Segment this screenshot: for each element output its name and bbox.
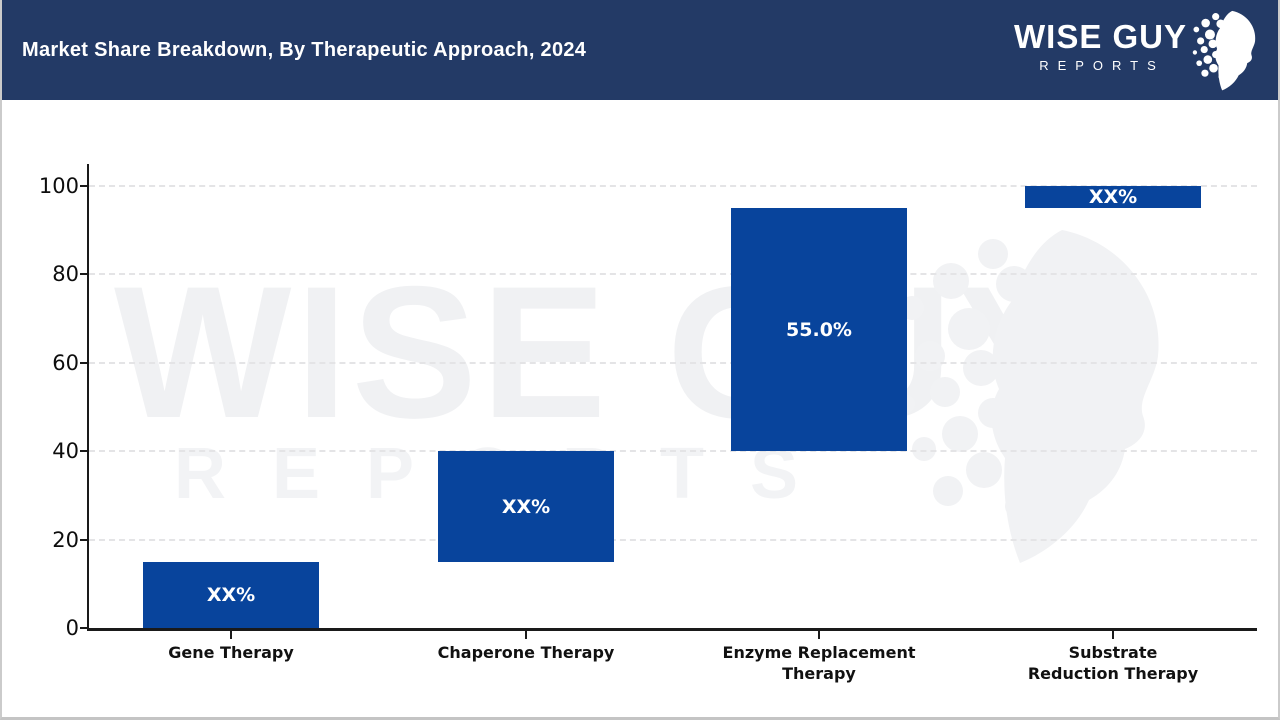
gridline-60 xyxy=(89,362,1257,364)
logo-wordmark: WISE GUY xyxy=(1014,18,1188,55)
y-tick-label-100: 100 xyxy=(38,174,79,198)
y-tick-label-80: 80 xyxy=(52,262,79,286)
x-category-label-1: Gene Therapy xyxy=(168,643,294,662)
wise-guy-logo: WISE GUY REPORTS xyxy=(1014,10,1264,91)
y-tick-mark-60 xyxy=(80,362,88,364)
y-tick-label-60: 60 xyxy=(52,351,79,375)
page-title: Market Share Breakdown, By Therapeutic A… xyxy=(22,38,587,61)
y-tick-mark-80 xyxy=(80,273,88,275)
gridline-80 xyxy=(89,273,1257,275)
x-tick-mark-3 xyxy=(818,631,820,639)
y-tick-mark-20 xyxy=(80,539,88,541)
gridline-40 xyxy=(89,450,1257,452)
x-category-label-3: Enzyme Replacement Therapy xyxy=(722,643,916,683)
bar-value-label-3: 55.0% xyxy=(786,318,852,341)
logo-text: WISE GUY REPORTS xyxy=(1014,18,1188,74)
watermark-face-icon xyxy=(897,230,1159,563)
bar-value-label-4: XX% xyxy=(1088,186,1138,208)
logo-face-icon xyxy=(1192,10,1256,91)
bar-3: 55.0% xyxy=(731,208,907,451)
x-category-label-2: Chaperone Therapy xyxy=(437,643,615,662)
x-category-label-4: Substrate Reduction Therapy xyxy=(1027,643,1199,683)
x-tick-mark-1 xyxy=(230,631,232,639)
bar-2: XX% xyxy=(438,451,614,562)
bar-1: XX% xyxy=(143,562,319,628)
y-tick-label-20: 20 xyxy=(52,528,79,552)
y-tick-mark-100 xyxy=(80,185,88,187)
gridline-20 xyxy=(89,539,1257,541)
bar-value-label-2: XX% xyxy=(501,495,551,518)
x-tick-mark-4 xyxy=(1112,631,1114,639)
bar-4: XX% xyxy=(1025,186,1201,208)
y-axis-spine xyxy=(87,164,89,631)
y-tick-label-40: 40 xyxy=(52,439,79,463)
gridline-100 xyxy=(89,185,1257,187)
logo-subtitle: REPORTS xyxy=(1039,58,1165,73)
header-bar: Market Share Breakdown, By Therapeutic A… xyxy=(2,0,1278,100)
y-tick-mark-40 xyxy=(80,450,88,452)
y-tick-mark-0 xyxy=(80,627,88,629)
bar-value-label-1: XX% xyxy=(206,584,256,606)
x-axis-spine xyxy=(87,628,1257,631)
x-tick-mark-2 xyxy=(525,631,527,639)
y-tick-label-0: 0 xyxy=(65,616,79,640)
